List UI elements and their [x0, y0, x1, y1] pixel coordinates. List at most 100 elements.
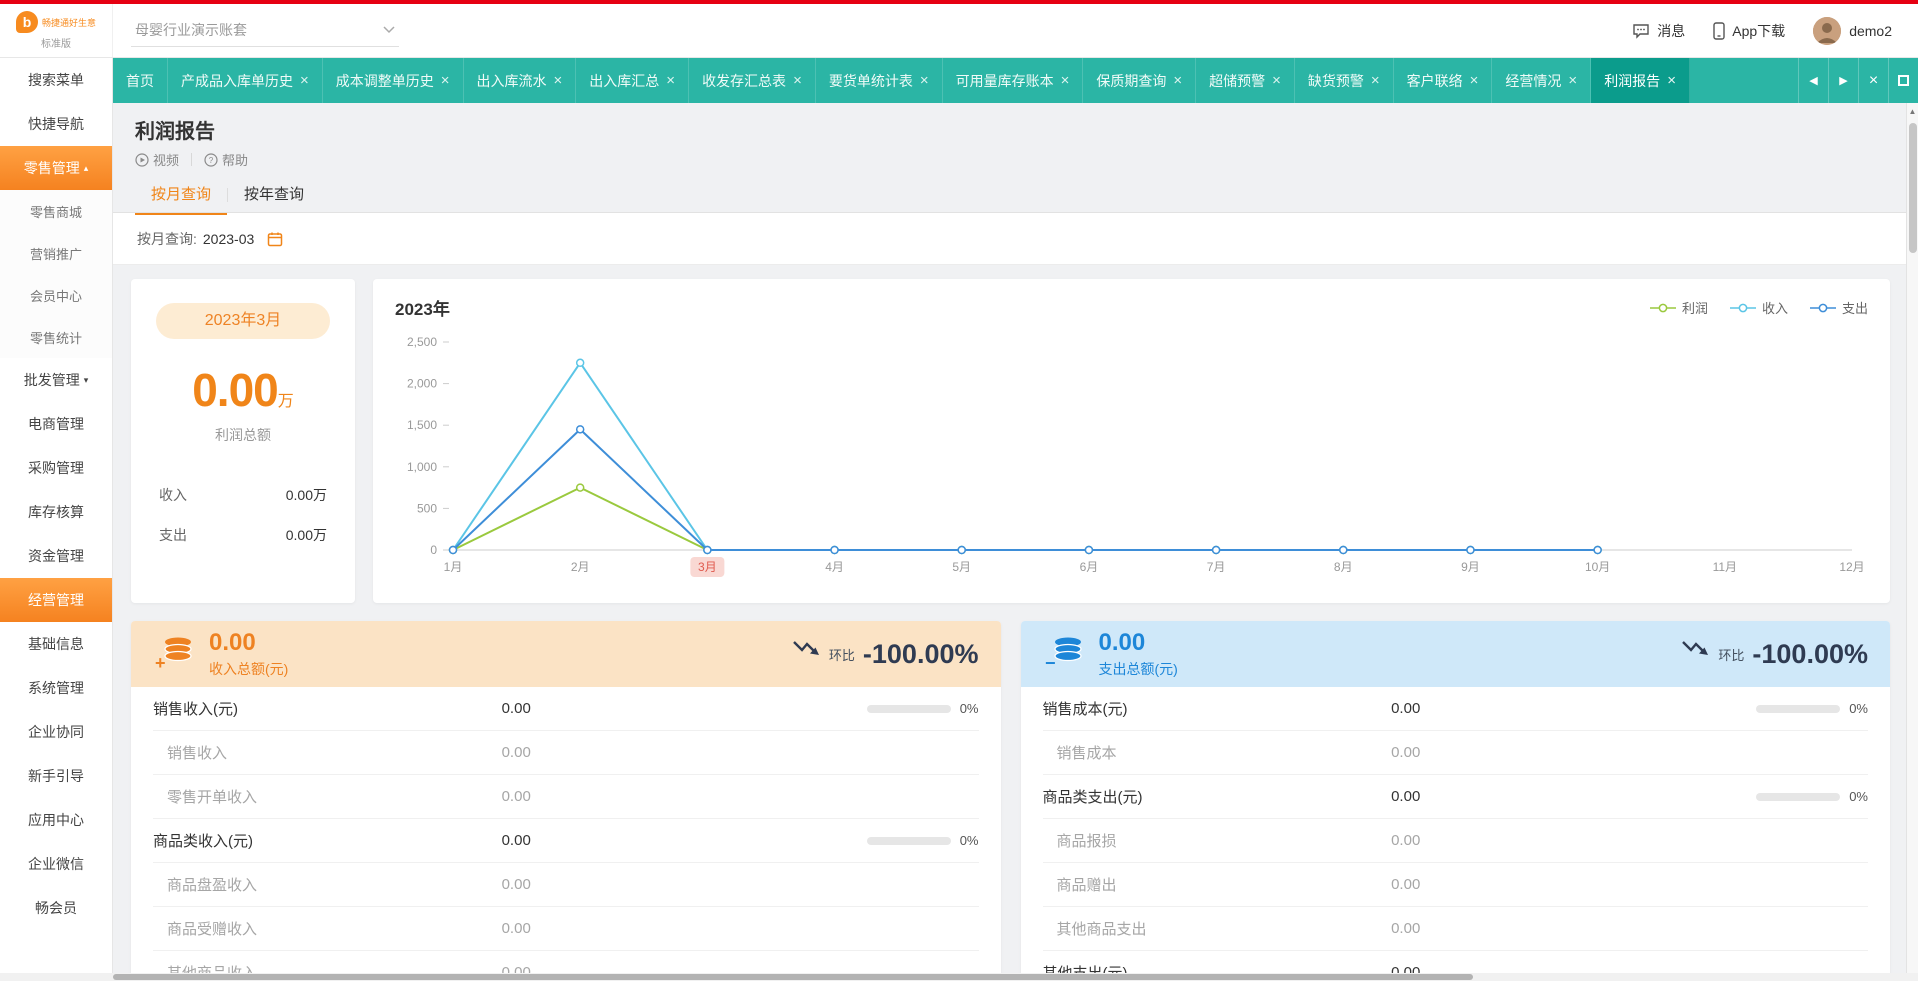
fullscreen-button[interactable] — [1888, 58, 1918, 103]
tab-close-icon[interactable]: × — [300, 72, 309, 89]
tab-close-icon[interactable]: × — [1173, 72, 1183, 89]
table-row: 商品受赠收入 0.00 — [153, 907, 979, 951]
sidebar-item-label: 搜索菜单 — [28, 72, 84, 88]
tab-收发存汇总表[interactable]: 收发存汇总表 × — [689, 58, 816, 103]
tab-缺货预警[interactable]: 缺货预警 × — [1295, 58, 1394, 103]
sidebar-item-零售商城[interactable]: 零售商城 — [0, 190, 112, 232]
sidebar-item-新手引导[interactable]: 新手引导 — [0, 754, 112, 798]
legend-label: 利润 — [1681, 301, 1708, 316]
row-value: 0.00 — [1391, 788, 1421, 805]
help-link[interactable]: ? 帮助 — [204, 150, 248, 169]
legend-label: 支出 — [1841, 301, 1868, 316]
legend-marker-icon — [1729, 303, 1756, 312]
tab-超储预警[interactable]: 超储预警 × — [1196, 58, 1295, 103]
progress-percent: 0% — [959, 833, 979, 848]
sidebar-item-企业微信[interactable]: 企业微信 — [0, 842, 112, 886]
row-label: 商品受赠收入 — [167, 921, 258, 938]
legend-item-收入[interactable]: 收入 — [1729, 298, 1788, 317]
tab-要货单统计表[interactable]: 要货单统计表 × — [816, 58, 943, 103]
row-label: 商品报损 — [1056, 833, 1117, 850]
user-menu[interactable]: demo2 — [1813, 16, 1892, 45]
legend-item-支出[interactable]: 支出 — [1809, 298, 1868, 317]
sidebar-item-会员中心[interactable]: 会员中心 — [0, 274, 112, 316]
phone-icon — [1713, 21, 1725, 40]
row-label: 零售开单收入 — [167, 789, 258, 806]
horizontal-scrollbar[interactable] — [0, 973, 1918, 981]
tab-产成品入库单历史[interactable]: 产成品入库单历史 × — [168, 58, 323, 103]
fullscreen-icon — [1898, 75, 1909, 86]
account-selector[interactable]: 母婴行业演示账套 — [131, 14, 399, 47]
row-label: 商品类支出(元) — [1042, 789, 1143, 806]
tab-可用量库存账本[interactable]: 可用量库存账本 × — [943, 58, 1084, 103]
sidebar-item-资金管理[interactable]: 资金管理 — [0, 534, 112, 578]
query-tab-按月查询[interactable]: 按月查询 — [135, 176, 228, 215]
sidebar-item-营销推广[interactable]: 营销推广 — [0, 232, 112, 274]
tab-label: 成本调整单历史 — [335, 72, 434, 89]
svg-text:12月: 12月 — [1839, 560, 1864, 574]
page-meta-row: 视频 ? 帮助 — [113, 150, 1906, 169]
sidebar-item-企业协同[interactable]: 企业协同 — [0, 710, 112, 754]
row-value: 0.00 — [1391, 744, 1421, 761]
tab-客户联络[interactable]: 客户联络 × — [1394, 58, 1493, 103]
sidebar-item-零售管理[interactable]: 零售管理 ▴ — [0, 146, 112, 190]
horizontal-scrollbar-thumb[interactable] — [113, 974, 1473, 980]
app-download-button[interactable]: App下载 — [1713, 21, 1785, 41]
sidebar-item-应用中心[interactable]: 应用中心 — [0, 798, 112, 842]
query-tab-按年查询[interactable]: 按年查询 — [244, 186, 305, 203]
tab-close-icon[interactable]: × — [1667, 72, 1676, 89]
sidebar-item-畅会员[interactable]: 畅会员 — [0, 886, 112, 930]
svg-text:+: + — [155, 653, 166, 672]
row-value: 0.00 — [1391, 920, 1421, 937]
vertical-scrollbar-thumb[interactable] — [1909, 123, 1917, 253]
tab-成本调整单历史[interactable]: 成本调整单历史 × — [323, 58, 464, 103]
tab-保质期查询[interactable]: 保质期查询 × — [1083, 58, 1197, 103]
help-circle-icon: ? — [204, 152, 218, 167]
sidebar-item-库存核算[interactable]: 库存核算 — [0, 490, 112, 534]
tab-close-icon[interactable]: × — [1568, 72, 1578, 89]
app-logo[interactable]: b 畅捷通好生意 标准版 — [0, 4, 113, 57]
tab-close-icon[interactable]: × — [440, 72, 450, 89]
tab-scroll-left-button[interactable]: ◀ — [1798, 58, 1828, 103]
sidebar-item-系统管理[interactable]: 系统管理 — [0, 666, 112, 710]
period-badge: 2023年3月 — [156, 303, 330, 339]
month-picker-value[interactable]: 2023-03 — [202, 230, 255, 247]
chart-title: 2023年 — [395, 300, 450, 319]
tab-close-icon[interactable]: × — [553, 72, 563, 89]
sidebar-item-经营管理[interactable]: 经营管理 — [0, 578, 112, 622]
tab-scroll-right-button[interactable]: ▶ — [1828, 58, 1858, 103]
sidebar-item-采购管理[interactable]: 采购管理 — [0, 446, 112, 490]
tab-close-icon[interactable]: × — [666, 72, 676, 89]
tab-利润报告[interactable]: 利润报告 × — [1591, 58, 1690, 103]
tabs-close-all-button[interactable]: × — [1858, 58, 1888, 103]
vertical-scrollbar[interactable]: ▲ — [1906, 103, 1918, 973]
tab-close-icon[interactable]: × — [1272, 72, 1281, 89]
sidebar-item-搜索菜单[interactable]: 搜索菜单 — [0, 58, 112, 102]
sidebar-item-快捷导航[interactable]: 快捷导航 — [0, 102, 112, 146]
tab-经营情况[interactable]: 经营情况 × — [1492, 58, 1592, 103]
tab-strip: 首页 产成品入库单历史 × 成本调整单历史 × 出入库流水 × 出入库汇总 × 收发存汇总表 × 要货… — [113, 58, 1798, 103]
sidebar-item-基础信息[interactable]: 基础信息 — [0, 622, 112, 666]
scroll-up-arrow-icon[interactable]: ▲ — [1908, 107, 1917, 116]
tab-close-icon[interactable]: × — [1370, 72, 1380, 89]
legend-item-利润[interactable]: 利润 — [1649, 298, 1708, 317]
sidebar-item-电商管理[interactable]: 电商管理 — [0, 402, 112, 446]
table-row: 销售收入(元) 0.00 0% — [153, 687, 979, 731]
summary-row: 收入 0.00万 — [157, 475, 329, 515]
calendar-icon[interactable] — [267, 231, 283, 247]
line-chart-svg: 0 500 1,000 1,500 2,000 2,500 1月 2月 3月 4月 5月 6月 7月 8月… — [407, 335, 1865, 577]
tab-出入库流水[interactable]: 出入库流水 × — [464, 58, 577, 103]
tab-controls: ◀ ▶ × — [1798, 58, 1918, 103]
tab-close-icon[interactable]: × — [1469, 72, 1479, 89]
tab-首页[interactable]: 首页 — [113, 58, 168, 103]
tab-close-icon[interactable]: × — [1060, 72, 1070, 89]
sidebar-item-批发管理[interactable]: 批发管理 ▾ — [0, 358, 112, 402]
tab-close-icon[interactable]: × — [793, 72, 802, 89]
sidebar-item-零售统计[interactable]: 零售统计 — [0, 316, 112, 358]
row-progress: 0% — [819, 701, 979, 716]
tab-close-icon[interactable]: × — [919, 72, 929, 89]
messages-button[interactable]: 消息 — [1632, 21, 1685, 41]
tab-出入库汇总[interactable]: 出入库汇总 × — [576, 58, 690, 103]
video-link[interactable]: 视频 — [135, 150, 179, 169]
row-label: 销售成本 — [1056, 745, 1117, 762]
sidebar-item-label: 畅会员 — [35, 900, 77, 916]
